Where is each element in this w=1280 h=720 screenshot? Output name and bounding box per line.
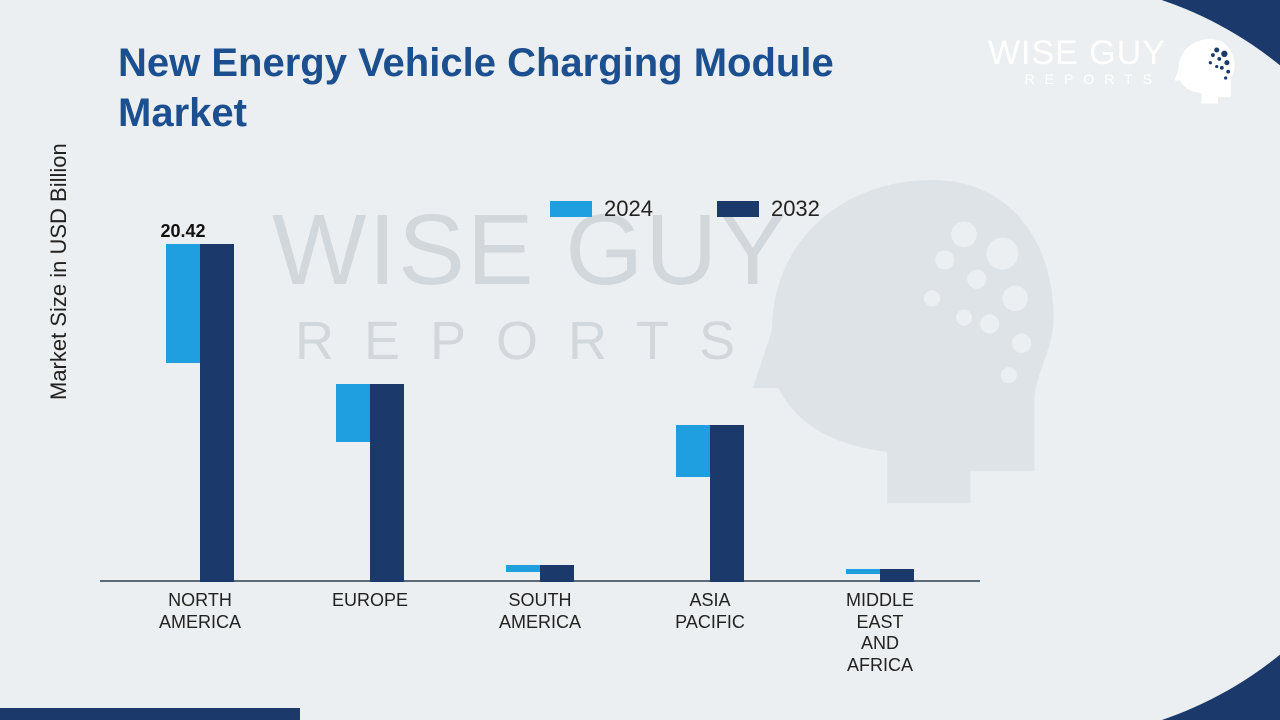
bar-2032	[880, 569, 914, 582]
bar-2032	[200, 244, 234, 582]
x-axis-category-label: ASIAPACIFIC	[640, 590, 780, 633]
bar-group: ASIAPACIFIC	[650, 425, 770, 583]
chart-canvas: WISE GUY REPORTS WISE GUY REPORTS New En…	[0, 0, 1280, 720]
bar-group: 20.42NORTHAMERICA	[140, 244, 260, 582]
legend-item-2024: 2024	[550, 196, 653, 222]
x-axis-category-label: NORTHAMERICA	[130, 590, 270, 633]
legend-swatch-2032	[717, 201, 759, 217]
y-axis-label: Market Size in USD Billion	[46, 143, 72, 400]
bar-2024	[336, 384, 370, 442]
bar-2032	[710, 425, 744, 583]
plot-area: 20.42NORTHAMERICA EUROPE SOUTHAMERICA ASIAP…	[100, 232, 980, 582]
legend-swatch-2024	[550, 201, 592, 217]
x-axis-category-label: EUROPE	[300, 590, 440, 612]
brand-line1: WISE GUY	[988, 36, 1166, 70]
bar-2032	[540, 565, 574, 583]
bar-group: SOUTHAMERICA	[480, 565, 600, 583]
brand-line2: REPORTS	[988, 72, 1166, 86]
bar-2024	[676, 425, 710, 478]
x-axis-category-label: SOUTHAMERICA	[470, 590, 610, 633]
bar-2032	[370, 384, 404, 582]
chart-title: New Energy Vehicle Charging Module Marke…	[118, 38, 838, 138]
bar-group: MIDDLEEASTANDAFRICA	[820, 569, 940, 582]
bar-2024	[506, 565, 540, 572]
legend-item-2032: 2032	[717, 196, 820, 222]
brand-head-icon	[1172, 36, 1236, 106]
brand-logo: WISE GUY REPORTS	[988, 36, 1236, 106]
legend-label-2032: 2032	[771, 196, 820, 222]
bar-2024: 20.42	[166, 244, 200, 363]
legend: 2024 2032	[550, 196, 820, 222]
bar-group: EUROPE	[310, 384, 430, 582]
footer-accent-bar	[0, 708, 300, 720]
bar-value-label: 20.42	[160, 221, 205, 242]
x-axis-category-label: MIDDLEEASTANDAFRICA	[810, 590, 950, 676]
legend-label-2024: 2024	[604, 196, 653, 222]
bar-2024	[846, 569, 880, 574]
